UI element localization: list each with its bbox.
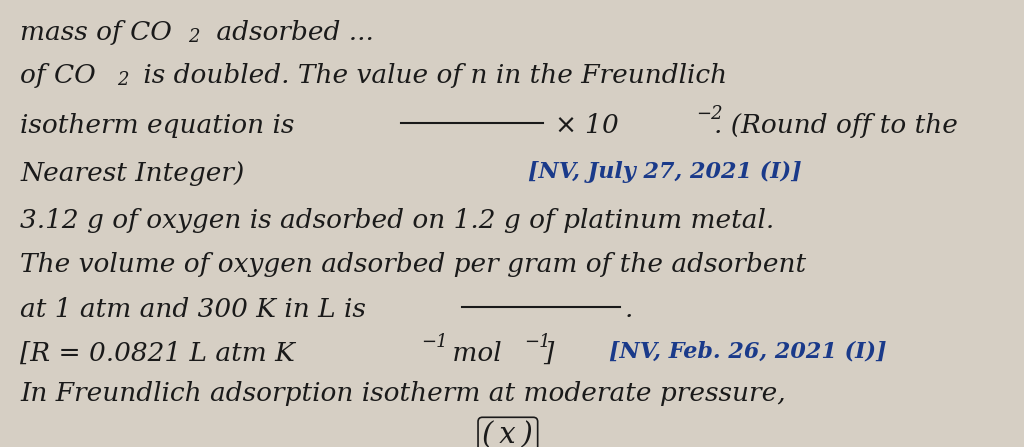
Text: 2: 2 <box>117 71 128 89</box>
Text: −1: −1 <box>422 333 449 351</box>
Text: isotherm equation is: isotherm equation is <box>20 113 295 138</box>
Text: .: . <box>625 296 633 321</box>
Text: is doubled. The value of n in the Freundlich: is doubled. The value of n in the Freund… <box>135 63 727 88</box>
Text: [NV, July 27, 2021 (I)]: [NV, July 27, 2021 (I)] <box>528 161 802 184</box>
Text: In Freundlich adsorption isotherm at moderate pressure,: In Freundlich adsorption isotherm at mod… <box>20 381 786 406</box>
Text: Nearest Integer): Nearest Integer) <box>20 161 245 186</box>
Text: −1: −1 <box>524 333 551 351</box>
Text: . (Round off to the: . (Round off to the <box>714 113 957 138</box>
Text: $\times$ 10: $\times$ 10 <box>547 113 620 138</box>
Text: 3.12 g of oxygen is adsorbed on 1.2 g of platinum metal.: 3.12 g of oxygen is adsorbed on 1.2 g of… <box>20 208 774 233</box>
Text: −2: −2 <box>695 105 722 123</box>
Text: The volume of oxygen adsorbed per gram of the adsorbent: The volume of oxygen adsorbed per gram o… <box>20 252 807 277</box>
Text: ]: ] <box>544 341 554 366</box>
Text: at 1 atm and 300 K in L is: at 1 atm and 300 K in L is <box>20 296 367 321</box>
Text: ( x ): ( x ) <box>482 422 534 447</box>
Text: [NV, Feb. 26, 2021 (I)]: [NV, Feb. 26, 2021 (I)] <box>609 341 887 363</box>
Text: mass of CO: mass of CO <box>20 20 172 45</box>
Text: [R = 0.0821 L atm K: [R = 0.0821 L atm K <box>20 341 295 366</box>
Text: of CO: of CO <box>20 63 96 88</box>
Text: adsorbed ...: adsorbed ... <box>208 20 374 45</box>
Text: mol: mol <box>443 341 502 366</box>
Text: 2: 2 <box>187 28 200 46</box>
